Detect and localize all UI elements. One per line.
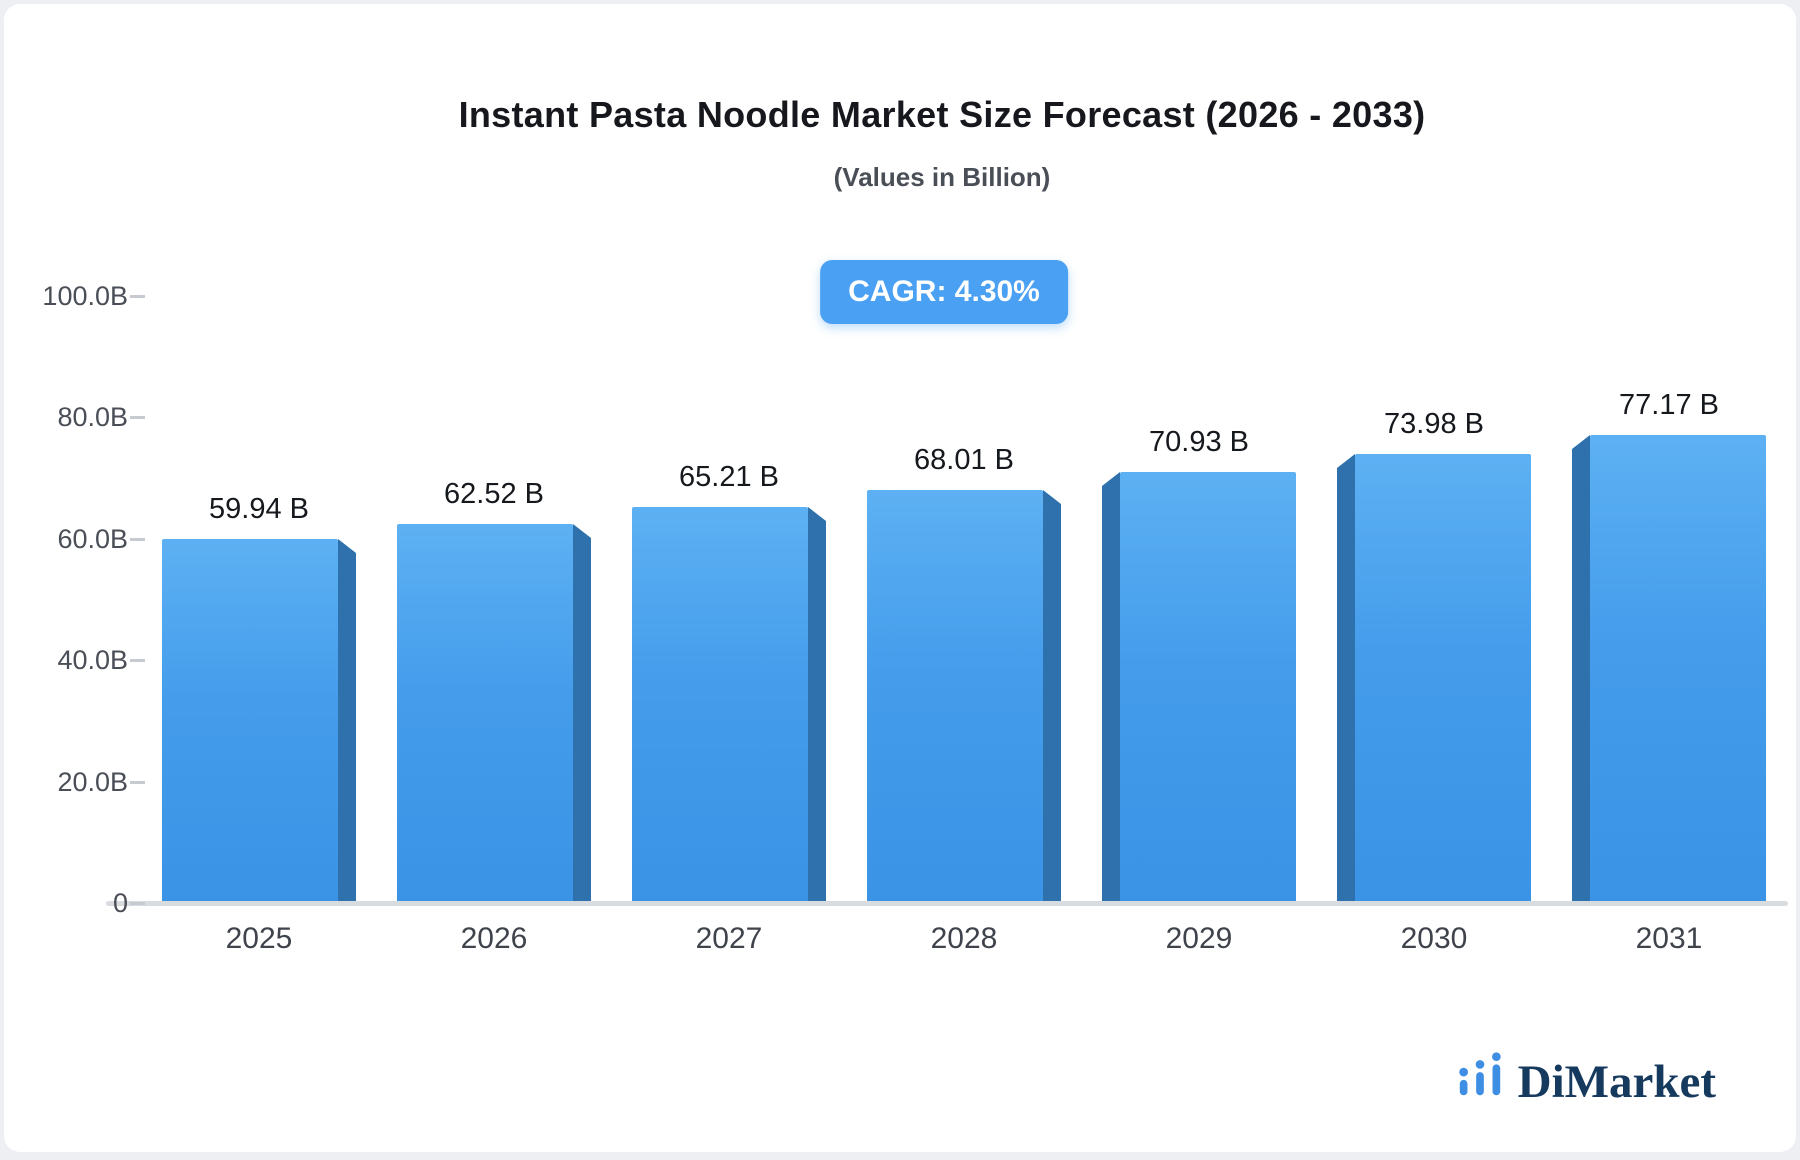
cagr-badge: CAGR: 4.30% <box>820 260 1068 324</box>
bar-group: 59.94 B <box>162 493 356 903</box>
x-axis-label: 2030 <box>1400 922 1468 955</box>
chart-subtitle: (Values in Billion) <box>833 162 1051 192</box>
logo-bars-icon <box>1454 1049 1506 1106</box>
bar[interactable] <box>1102 472 1296 903</box>
y-tick-mark <box>130 902 145 905</box>
y-tick-mark <box>130 295 145 298</box>
bar-group: 62.52 B <box>397 478 591 903</box>
bar-value-label: 68.01 B <box>914 444 1014 476</box>
logo: DiMarket <box>1454 1049 1716 1106</box>
y-tick-mark <box>130 780 145 784</box>
bars-container: 59.94 B 62.52 B 65.21 B 68.01 B 70.93 B 73.98… <box>154 296 1774 903</box>
y-tick-label: 100.0B <box>42 281 128 311</box>
y-tick-label: 20.0B <box>57 766 128 797</box>
y-tick-mark <box>130 416 145 420</box>
bar-value-label: 73.98 B <box>1384 408 1484 440</box>
bar-value-label: 70.93 B <box>1149 426 1249 458</box>
x-axis-label: 2025 <box>225 922 293 955</box>
x-axis-label: 2028 <box>930 922 998 955</box>
bar[interactable] <box>162 539 356 903</box>
bar-group: 70.93 B <box>1102 426 1296 903</box>
bar-value-label: 77.17 B <box>1619 389 1719 421</box>
bar-group: 77.17 B <box>1572 389 1766 903</box>
y-tick-mark <box>130 659 145 663</box>
bar-group: 73.98 B <box>1337 408 1531 903</box>
x-axis-line <box>106 901 1788 906</box>
y-tick-label: 40.0B <box>57 645 128 676</box>
bar-group: 65.21 B <box>632 461 826 903</box>
x-axis-label: 2027 <box>695 922 763 955</box>
y-tick-label: 60.0B <box>57 523 128 554</box>
chart-card: Instant Pasta Noodle Market Size Forecas… <box>4 4 1796 1152</box>
bar[interactable] <box>1337 454 1531 903</box>
bar-group: 68.01 B <box>867 444 1061 903</box>
y-tick-mark <box>130 537 145 541</box>
chart-title: Instant Pasta Noodle Market Size Forecas… <box>458 94 1426 135</box>
bar-chart: 59.94 B 62.52 B 65.21 B 68.01 B 70.93 B 73.98… <box>42 281 1788 918</box>
x-axis-label: 2031 <box>1635 922 1703 955</box>
bar[interactable] <box>397 524 591 903</box>
y-tick-label: 80.0B <box>57 402 128 433</box>
bar-value-label: 65.21 B <box>679 461 779 493</box>
x-axis-label: 2026 <box>460 922 528 955</box>
y-tick-label: 0 <box>112 888 128 918</box>
x-axis-labels: 2025 2026 2027 2028 2029 2030 2031 <box>154 922 1774 956</box>
logo-text: DiMarket <box>1517 1056 1716 1108</box>
bar-value-label: 62.52 B <box>444 478 544 510</box>
bar-value-label: 59.94 B <box>209 493 309 525</box>
bar[interactable] <box>867 490 1061 903</box>
bar[interactable] <box>1572 435 1766 903</box>
bar[interactable] <box>632 507 826 903</box>
x-axis-label: 2029 <box>1165 922 1233 955</box>
